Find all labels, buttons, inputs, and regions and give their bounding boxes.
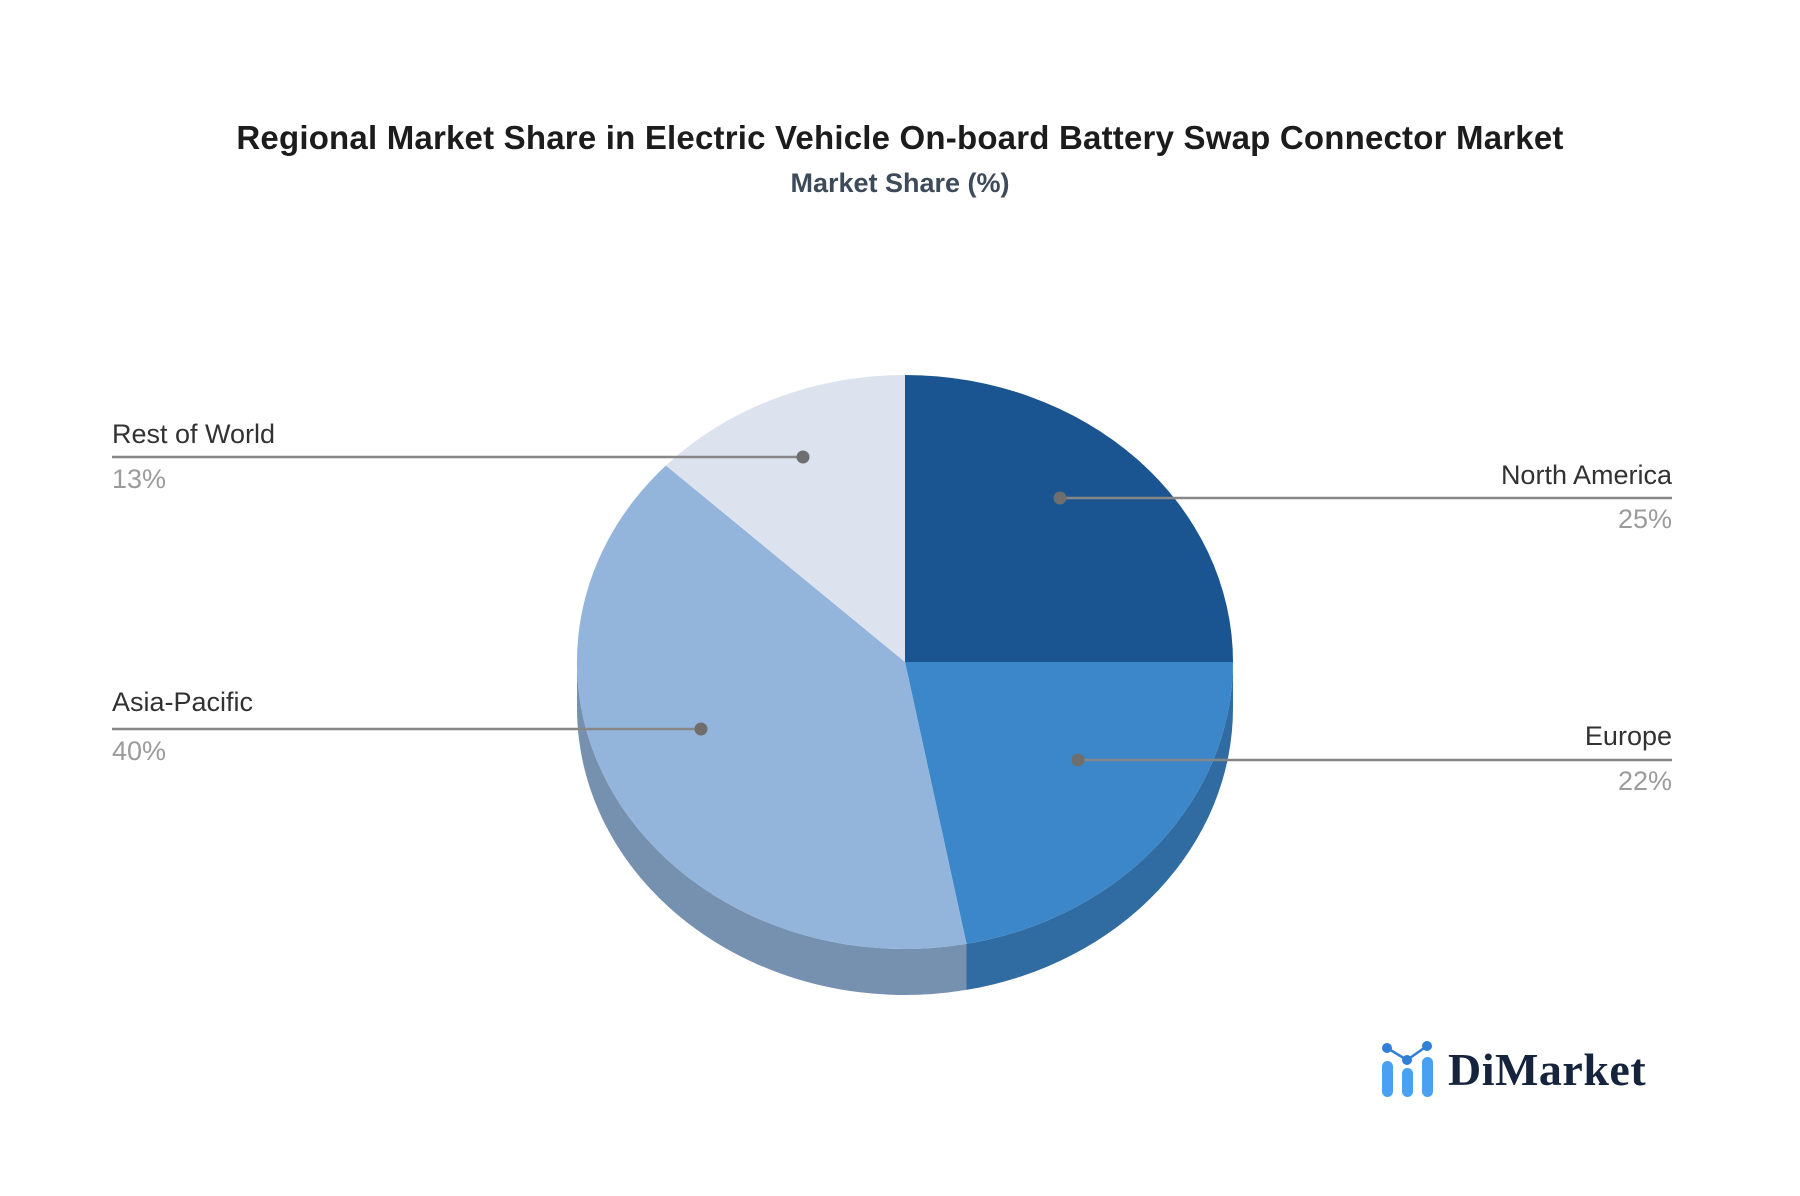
label-rest-of-world: Rest of World [112, 419, 276, 449]
dimarket-logo-text: DiMarket [1448, 1043, 1647, 1095]
leader-dot-rest-of-world [796, 450, 810, 464]
pie-rim-asia-pacific [577, 662, 967, 995]
pie-slice-europe[interactable] [905, 662, 1233, 944]
pie-slice-north-america[interactable] [905, 375, 1233, 662]
pie-rim-europe [966, 662, 1233, 990]
pct-rest-of-world: 13% [112, 464, 167, 494]
leader-dot-north-america [1053, 491, 1067, 505]
dimarket-logo-icon [1382, 1041, 1433, 1097]
pct-europe: 22% [1617, 766, 1672, 796]
pie-slice-asia-pacific[interactable] [576, 465, 967, 949]
label-north-america: North America [1500, 460, 1672, 490]
leader-lines [112, 450, 1672, 767]
chart-title: Regional Market Share in Electric Vehicl… [236, 119, 1564, 156]
pct-asia-pacific: 40% [112, 736, 167, 766]
label-europe: Europe [1584, 721, 1672, 751]
leader-dot-europe [1071, 753, 1085, 767]
pie-slice-rest-of-world[interactable] [665, 375, 905, 662]
chart-subtitle: Market Share (%) [790, 168, 1010, 198]
label-asia-pacific: Asia-Pacific [112, 687, 254, 717]
leader-dot-asia-pacific [694, 722, 708, 736]
pct-north-america: 25% [1617, 504, 1672, 534]
dimarket-logo: DiMarket [1380, 1040, 1646, 1098]
